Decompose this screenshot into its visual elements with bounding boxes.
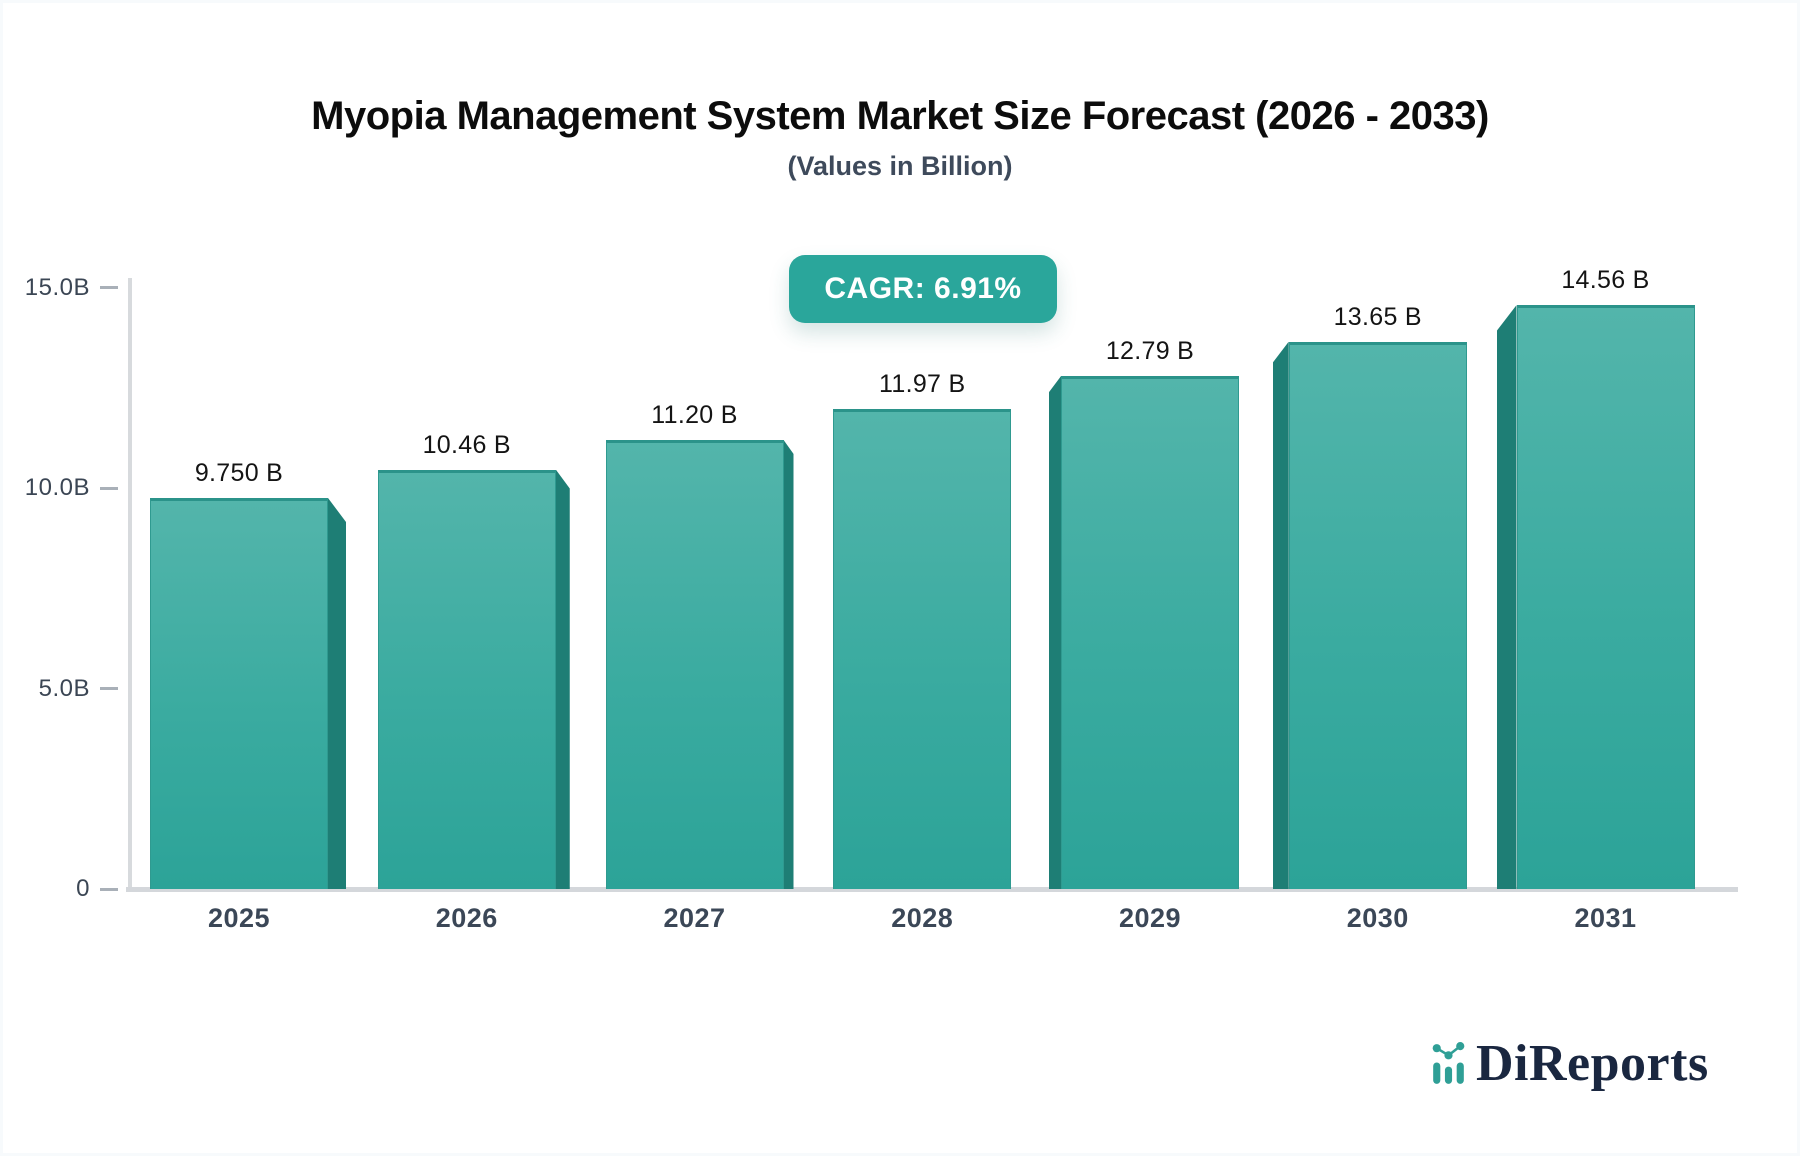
bar xyxy=(1049,376,1239,889)
y-tick-dash xyxy=(100,687,118,690)
x-axis-line xyxy=(126,887,1738,892)
y-tick-label: 5.0B xyxy=(38,674,90,702)
bar-side-face xyxy=(328,498,346,889)
bar xyxy=(150,498,346,889)
bar-side-face xyxy=(783,439,794,889)
y-tick-dash xyxy=(100,887,118,891)
y-tick-dash xyxy=(100,286,118,289)
bar-value-label: 13.65 B xyxy=(1333,302,1422,331)
x-tick-label: 2030 xyxy=(1346,903,1409,933)
bar-value-label: 14.56 B xyxy=(1561,266,1650,295)
bar-side-face xyxy=(555,469,570,889)
x-tick-label: 2028 xyxy=(891,903,954,933)
bar-side-face xyxy=(1496,305,1517,889)
x-tick-label: 2029 xyxy=(1118,903,1182,933)
chart-subtitle: (Values in Billion) xyxy=(787,151,1013,181)
bar-face xyxy=(833,409,1012,889)
brand-logo: DiReports xyxy=(1430,1036,1709,1092)
bar-face xyxy=(605,439,784,889)
bar-face xyxy=(377,469,556,889)
chart-title: Myopia Management System Market Size For… xyxy=(311,94,1489,138)
bar xyxy=(377,469,570,889)
bar-value-label: 9.750 B xyxy=(194,459,284,488)
y-tick-label: 10.0B xyxy=(24,474,90,501)
mini-bar-trend-icon xyxy=(1432,1042,1465,1084)
y-tick-label: 0 xyxy=(76,875,90,902)
bar xyxy=(833,409,1012,889)
bar-side-face xyxy=(1049,376,1061,889)
bar-face xyxy=(1288,341,1467,889)
y-tick-label: 15.0B xyxy=(24,273,90,301)
bar-value-label: 12.79 B xyxy=(1105,337,1195,366)
x-tick-label: 2026 xyxy=(435,903,498,933)
bar-side-face xyxy=(1272,341,1289,889)
x-tick-label: 2027 xyxy=(663,903,726,933)
bar-value-label: 10.46 B xyxy=(422,430,511,459)
bar-value-label: 11.20 B xyxy=(651,400,738,429)
cagr-badge: CAGR: 6.91% xyxy=(789,255,1057,323)
bar xyxy=(605,439,794,889)
bar-face xyxy=(150,498,328,889)
bar-face xyxy=(1061,376,1239,889)
y-axis-line xyxy=(128,278,132,891)
brand-name: DiReports xyxy=(1476,1035,1709,1092)
x-tick-label: 2025 xyxy=(207,903,271,933)
bar-face xyxy=(1516,305,1695,889)
y-tick-dash xyxy=(100,486,118,490)
x-tick-label: 2031 xyxy=(1574,903,1637,933)
bar xyxy=(1496,305,1695,889)
bar-value-label: 11.97 B xyxy=(879,370,966,398)
bar xyxy=(1272,341,1467,889)
